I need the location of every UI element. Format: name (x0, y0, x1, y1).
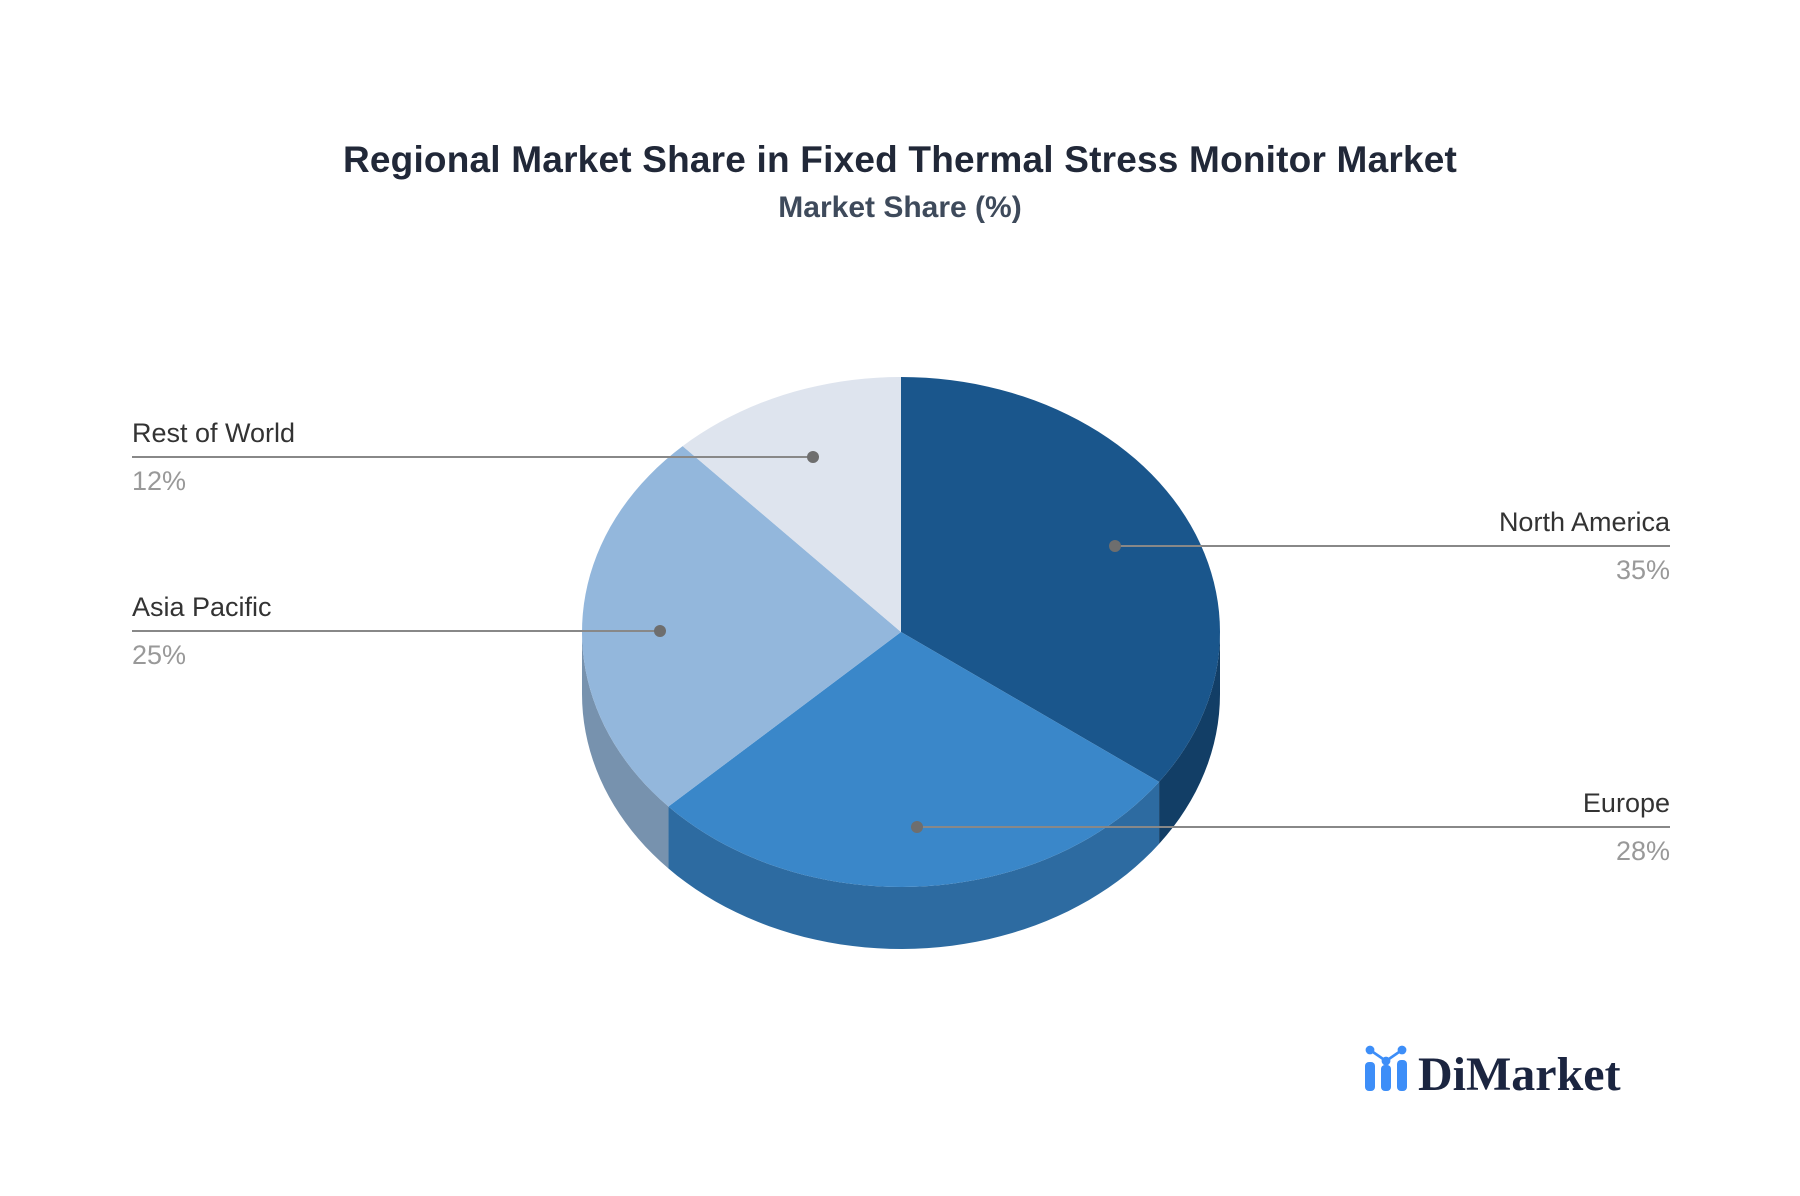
slice-name-label: Europe (1582, 788, 1670, 818)
leader-dot-rest-of-world (807, 451, 819, 463)
slice-percent-label: 25% (132, 640, 187, 670)
slice-name-label: Rest of World (132, 418, 296, 448)
leader-dot-asia-pacific (654, 625, 666, 637)
leader-dot-north-america (1109, 540, 1121, 552)
pie-slice-side-north-america (1159, 632, 1220, 844)
slice-name-label: North America (1498, 507, 1670, 537)
pie-slice-side-europe (668, 781, 1160, 949)
bar-line-chart-icon (1365, 1045, 1407, 1091)
chart-title: Regional Market Share in Fixed Thermal S… (342, 139, 1458, 180)
brand-logo: DiMarket (1358, 1038, 1648, 1106)
chart-subtitle: Market Share (%) (778, 191, 1022, 224)
slice-percent-label: 35% (1615, 555, 1670, 585)
slice-percent-label: 12% (132, 466, 187, 496)
pie-slice-asia-pacific (582, 446, 901, 807)
pie-slice-rest-of-world (682, 377, 901, 632)
pie-slice-side-asia-pacific (582, 632, 669, 869)
slice-name-label: Asia Pacific (132, 592, 272, 622)
pie-slice-europe (668, 632, 1160, 887)
logo-text: DiMarket (1418, 1048, 1621, 1101)
pie-slice-north-america (901, 377, 1220, 782)
leader-dot-europe (911, 821, 923, 833)
slice-percent-label: 28% (1615, 836, 1670, 866)
